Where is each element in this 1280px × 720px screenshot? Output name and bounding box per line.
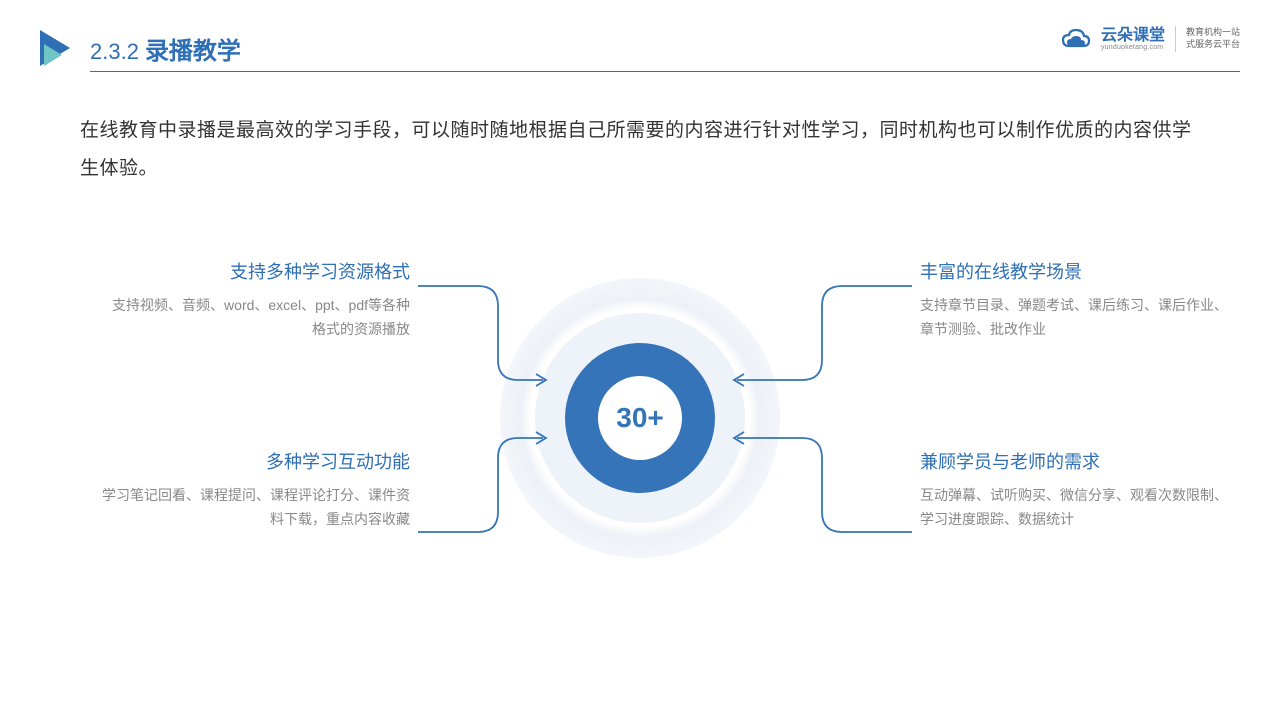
title-underline	[90, 71, 1240, 72]
play-icon	[40, 30, 76, 66]
feature-title: 丰富的在线教学场景	[920, 258, 1230, 284]
feature-title: 兼顾学员与老师的需求	[920, 448, 1230, 474]
feature-title: 多种学习互动功能	[100, 448, 410, 474]
center-value: 30+	[598, 376, 682, 460]
feature-bottom-left: 多种学习互动功能 学习笔记回看、课程提问、课程评论打分、课件资料下载，重点内容收…	[100, 448, 410, 532]
logo-brand: 云朵课堂	[1101, 28, 1165, 44]
logo-tagline-1: 教育机构一站	[1186, 27, 1240, 39]
feature-desc: 支持章节目录、弹题考试、课后练习、课后作业、章节测验、批改作业	[920, 294, 1230, 342]
logo-url: yunduoketang.com	[1101, 44, 1165, 51]
intro-paragraph: 在线教育中录播是最高效的学习手段，可以随时随地根据自己所需要的内容进行针对性学习…	[0, 66, 1280, 188]
slide-header: 2.3.2 录播教学 云朵课堂 yunduoketang.com 教育机构一站 …	[0, 0, 1280, 66]
section-title: 录播教学	[145, 31, 241, 66]
section-number: 2.3.2	[90, 39, 139, 65]
feature-desc: 支持视频、音频、word、excel、ppt、pdf等各种格式的资源播放	[100, 294, 410, 342]
feature-top-right: 丰富的在线教学场景 支持章节目录、弹题考试、课后练习、课后作业、章节测验、批改作…	[920, 258, 1230, 342]
feature-desc: 学习笔记回看、课程提问、课程评论打分、课件资料下载，重点内容收藏	[100, 484, 410, 532]
feature-title: 支持多种学习资源格式	[100, 258, 410, 284]
logo-tagline-2: 式服务云平台	[1186, 39, 1240, 51]
feature-desc: 互动弹幕、试听购买、微信分享、观看次数限制、学习进度跟踪、数据统计	[920, 484, 1230, 532]
logo-tagline: 教育机构一站 式服务云平台	[1186, 27, 1240, 50]
brand-logo: 云朵课堂 yunduoketang.com 教育机构一站 式服务云平台	[1061, 26, 1240, 52]
center-ring: 30+	[500, 278, 780, 558]
feature-top-left: 支持多种学习资源格式 支持视频、音频、word、excel、ppt、pdf等各种…	[100, 258, 410, 342]
cloud-icon	[1061, 28, 1091, 50]
feature-diagram: 30+ 支持多种学习资源格式 支持视频、音频、word、excel、ppt、pd…	[0, 238, 1280, 598]
feature-bottom-right: 兼顾学员与老师的需求 互动弹幕、试听购买、微信分享、观看次数限制、学习进度跟踪、…	[920, 448, 1230, 532]
logo-divider	[1175, 26, 1176, 52]
